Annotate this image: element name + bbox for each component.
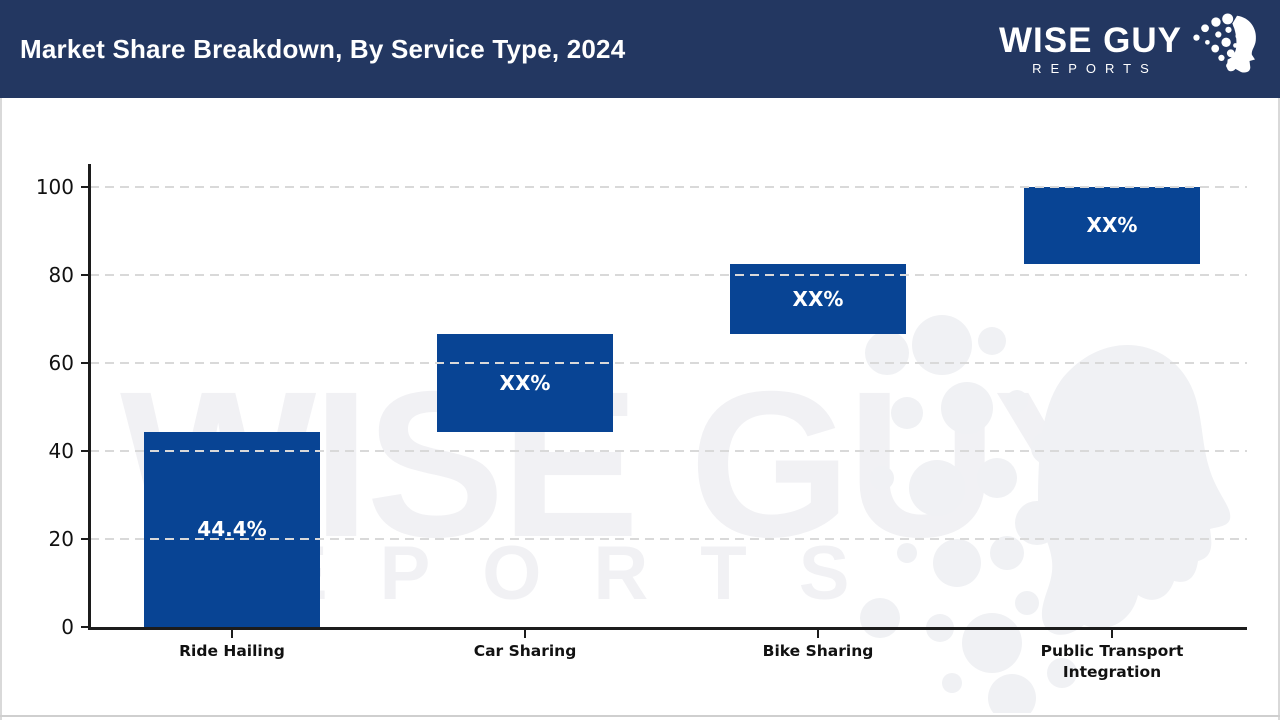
bar-public-transport-integration: XX% bbox=[1024, 187, 1200, 264]
page-title: Market Share Breakdown, By Service Type,… bbox=[20, 33, 626, 64]
y-tick-mark-40 bbox=[81, 450, 89, 452]
y-tick-mark-80 bbox=[81, 274, 89, 276]
x-tick-mark-3 bbox=[1111, 630, 1113, 638]
x-tick-mark-2 bbox=[817, 630, 819, 638]
bar-value-label: 44.4% bbox=[197, 517, 267, 542]
watermark-head-graphic bbox=[852, 313, 1252, 720]
brand-subtitle: REPORTS bbox=[1032, 60, 1158, 76]
y-tick-label-100: 100 bbox=[35, 175, 74, 199]
y-tick-label-80: 80 bbox=[48, 263, 74, 287]
y-tick-mark-60 bbox=[81, 362, 89, 364]
x-axis-line bbox=[88, 627, 1247, 630]
bar-ride-hailing: 44.4% bbox=[144, 431, 320, 627]
y-tick-label-40: 40 bbox=[48, 439, 74, 463]
bar-value-label: XX% bbox=[792, 286, 844, 311]
y-tick-mark-100 bbox=[81, 186, 89, 188]
brand-head-icon bbox=[1184, 8, 1262, 90]
y-tick-mark-0 bbox=[81, 626, 89, 628]
header: Market Share Breakdown, By Service Type,… bbox=[0, 0, 1280, 98]
x-category-label-3: Public Transport Integration bbox=[1040, 642, 1184, 681]
gridline-100 bbox=[90, 186, 1247, 188]
y-tick-label-60: 60 bbox=[48, 351, 74, 375]
y-tick-label-0: 0 bbox=[61, 615, 74, 639]
x-category-label-1: Car Sharing bbox=[473, 642, 577, 660]
y-tick-mark-20 bbox=[81, 538, 89, 540]
brand-name: WISE GUY bbox=[998, 20, 1182, 60]
bar-car-sharing: XX% bbox=[437, 333, 613, 432]
x-tick-mark-1 bbox=[524, 630, 526, 638]
gridline-80 bbox=[90, 274, 1247, 276]
gridline-20 bbox=[90, 538, 1247, 540]
y-tick-label-20: 20 bbox=[48, 527, 74, 551]
x-category-label-0: Ride Hailing bbox=[179, 642, 285, 660]
bar-value-label: XX% bbox=[499, 370, 551, 395]
bottom-border-rule bbox=[0, 715, 1280, 717]
brand-logo-text: WISE GUY REPORTS bbox=[999, 23, 1182, 76]
y-axis-line bbox=[88, 164, 91, 629]
bar-value-label: XX% bbox=[1086, 213, 1138, 238]
x-tick-mark-0 bbox=[231, 630, 233, 638]
brand-logo: WISE GUY REPORTS bbox=[999, 8, 1262, 90]
chart-area: WISE GUY REPORTS 0 20 40 60 80 100 44.4% XX% XX%… bbox=[0, 98, 1280, 720]
x-category-label-2: Bike Sharing bbox=[762, 642, 874, 660]
gridline-40 bbox=[90, 450, 1247, 452]
gridline-60 bbox=[90, 362, 1247, 364]
